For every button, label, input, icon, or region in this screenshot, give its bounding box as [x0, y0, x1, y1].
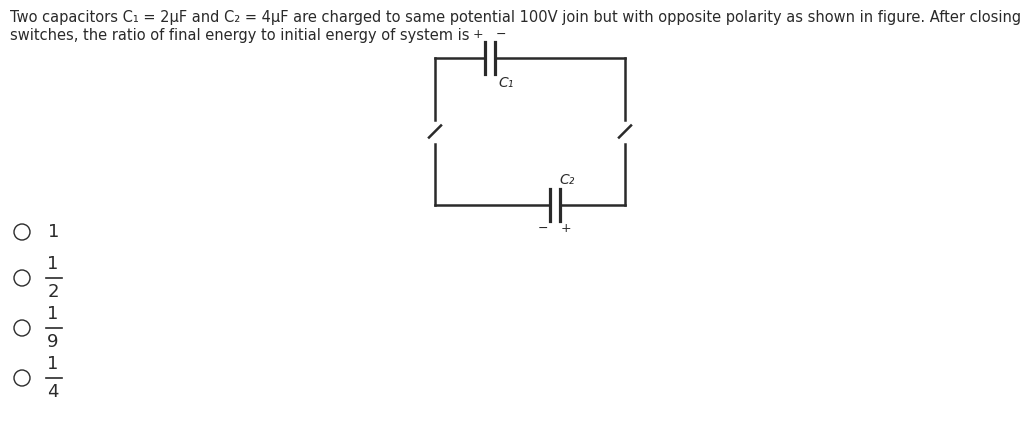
- Text: C₂: C₂: [559, 173, 574, 187]
- Text: 1: 1: [47, 255, 58, 273]
- Text: 1: 1: [47, 355, 58, 373]
- Text: +: +: [472, 28, 483, 41]
- Text: 1: 1: [47, 305, 58, 323]
- Text: C₁: C₁: [498, 76, 513, 90]
- Text: 2: 2: [47, 283, 58, 301]
- Text: −: −: [496, 28, 507, 41]
- Text: Two capacitors C₁ = 2μF and C₂ = 4μF are charged to same potential 100V join but: Two capacitors C₁ = 2μF and C₂ = 4μF are…: [10, 10, 1024, 25]
- Text: 1: 1: [48, 223, 59, 241]
- Text: 9: 9: [47, 333, 58, 351]
- Text: −: −: [538, 222, 548, 235]
- Text: switches, the ratio of final energy to initial energy of system is: switches, the ratio of final energy to i…: [10, 28, 469, 43]
- Text: 4: 4: [47, 383, 58, 401]
- Text: +: +: [561, 222, 571, 235]
